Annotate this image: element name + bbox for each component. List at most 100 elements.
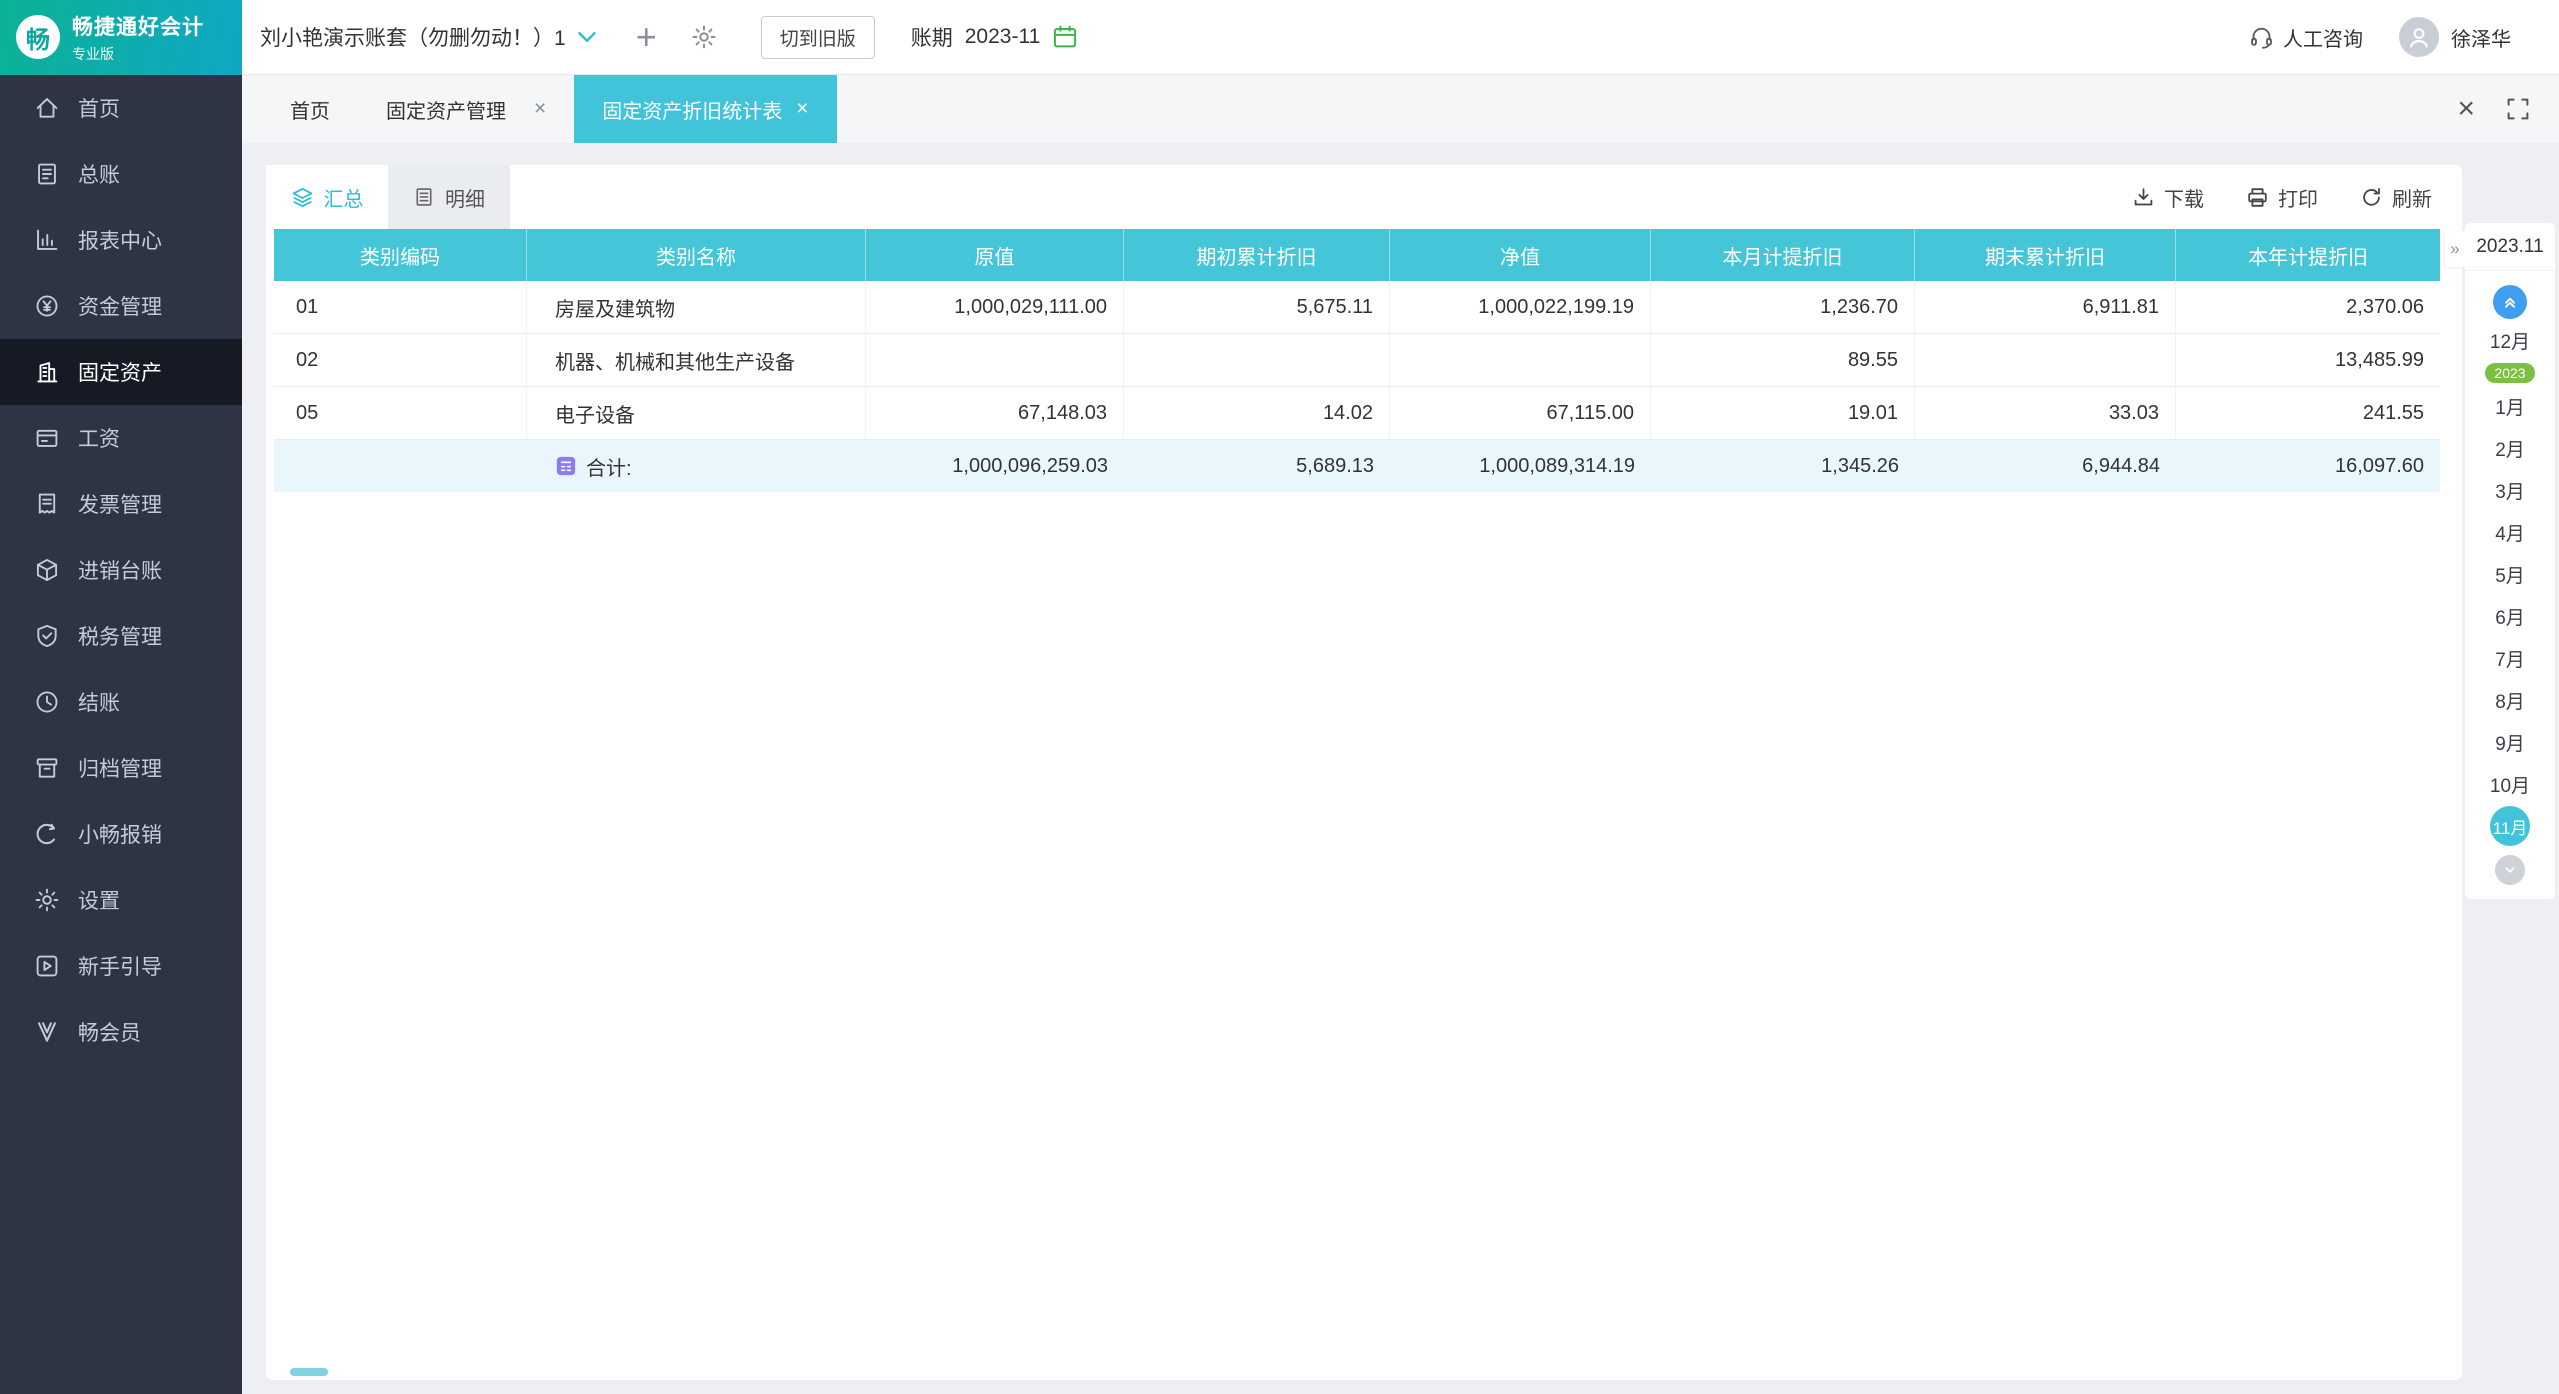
printer-icon [2248, 187, 2267, 207]
cell-value: 89.55 [1651, 334, 1915, 386]
settings-gear-button[interactable] [691, 24, 717, 50]
total-label-text: 合计: [586, 457, 632, 480]
print-button[interactable]: 打印 [2246, 183, 2318, 212]
sidebar-item-payroll[interactable]: 工资 [0, 405, 242, 471]
support-button[interactable]: 人工咨询 [2249, 23, 2363, 52]
refresh-button[interactable]: 刷新 [2360, 183, 2432, 212]
table-row[interactable]: 01 房屋及建筑物 1,000,029,111.00 5,675.11 1,00… [274, 281, 2440, 334]
clock-icon [36, 691, 58, 713]
sidebar-item-report-center[interactable]: 报表中心 [0, 207, 242, 273]
sidebar-item-home[interactable]: 首页 [0, 75, 242, 141]
cell-code: 01 [274, 281, 527, 333]
report-toolbar: 汇总 明细 下载 打印 [266, 165, 2462, 229]
main-area: 首页 固定资产管理 × 固定资产折旧统计表 × × [242, 75, 2559, 1394]
tab-fixed-asset-management[interactable]: 固定资产管理 × [358, 75, 574, 143]
period-selector[interactable]: 账期 2023-11 [911, 22, 1079, 52]
month-item[interactable]: 2月 [2495, 439, 2525, 461]
account-selector-label: 刘小艳演示账套（勿删勿动！）1 [260, 27, 566, 50]
close-icon[interactable]: × [796, 97, 809, 120]
document-lines-icon [416, 188, 432, 206]
view-tab-summary[interactable]: 汇总 [266, 165, 388, 229]
archive-box-icon [36, 758, 58, 778]
sidebar-item-tax[interactable]: 税务管理 [0, 603, 242, 669]
sidebar-item-funds[interactable]: 资金管理 [0, 273, 242, 339]
month-item-selected[interactable]: 11月 [2465, 805, 2555, 847]
topbar: 畅 畅捷通好会计 专业版 刘小艳演示账套（勿删勿动！）1 + 切到旧版 账期 2… [0, 0, 2559, 75]
table-row[interactable]: 05 电子设备 67,148.03 14.02 67,115.00 19.01 … [274, 387, 2440, 440]
month-item[interactable]: 1月 [2495, 397, 2525, 419]
cell-value: 2,370.06 [2346, 295, 2424, 318]
month-item[interactable]: 8月 [2495, 691, 2525, 713]
month-item[interactable]: 12月 [2489, 331, 2531, 353]
sidebar-item-member[interactable]: 畅会员 [0, 999, 242, 1065]
scroll-down-button[interactable] [2495, 855, 2525, 885]
content-area: 汇总 明细 下载 打印 [242, 143, 2559, 1394]
action-label: 打印 [2278, 188, 2318, 211]
sidebar-item-fixed-assets[interactable]: 固定资产 [0, 339, 242, 405]
cell-value: 6,911.81 [1915, 281, 2176, 333]
month-label: 11月 [2490, 806, 2530, 846]
account-selector[interactable]: 刘小艳演示账套（勿删勿动！）1 [260, 22, 596, 52]
app-edition: 专业版 [72, 45, 114, 62]
cell-total-value: 1,000,089,314.19 [1479, 454, 1635, 477]
cell-value [1390, 334, 1651, 386]
view-tab-label: 汇总 [323, 188, 364, 211]
cell-total-value: 1,000,096,259.03 [952, 454, 1108, 477]
calculator-icon [556, 456, 576, 476]
column-header: 本年计提折旧 [2248, 246, 2368, 269]
close-icon[interactable]: × [534, 97, 547, 120]
horizontal-scrollbar-thumb[interactable] [290, 1368, 328, 1376]
sidebar-item-label: 归档管理 [78, 758, 162, 781]
avatar[interactable] [2399, 17, 2439, 57]
column-header: 类别编码 [274, 229, 527, 281]
cell-total-label: 合计: [527, 440, 866, 492]
layers-icon [292, 187, 312, 207]
scroll-up-button[interactable] [2493, 285, 2527, 319]
cell-value: 33.03 [1915, 387, 2176, 439]
sidebar-item-purchase-sales[interactable]: 进销台账 [0, 537, 242, 603]
month-item[interactable]: 3月 [2495, 481, 2525, 503]
month-item[interactable]: 9月 [2495, 733, 2525, 755]
column-header: 期初累计折旧 [1124, 229, 1390, 281]
shield-icon [37, 624, 57, 648]
chevron-down-icon [577, 32, 596, 42]
cell-value: 14.02 [1124, 387, 1390, 439]
sidebar-item-invoice[interactable]: 发票管理 [0, 471, 242, 537]
sidebar-item-label: 新手引导 [78, 956, 162, 979]
cell-value: 67,115.00 [1390, 387, 1651, 439]
add-account-button[interactable]: + [635, 16, 657, 57]
month-item[interactable]: 4月 [2495, 523, 2525, 545]
view-tab-detail[interactable]: 明细 [388, 165, 510, 229]
fullscreen-icon[interactable] [2505, 96, 2531, 122]
tab-depreciation-report[interactable]: 固定资产折旧统计表 × [574, 75, 837, 143]
month-item[interactable]: 10月 [2489, 775, 2531, 797]
table-row[interactable]: 02 机器、机械和其他生产设备 89.55 13,485.99 [274, 334, 2440, 387]
sidebar-item-beginner-guide[interactable]: 新手引导 [0, 933, 242, 999]
month-item[interactable]: 6月 [2495, 607, 2525, 629]
column-header: 本月计提折旧 [1651, 229, 1915, 281]
username[interactable]: 徐泽华 [2451, 28, 2511, 51]
switch-old-version-button[interactable]: 切到旧版 [760, 15, 875, 59]
month-item[interactable]: 7月 [2495, 649, 2525, 671]
calendar-icon[interactable] [1052, 24, 1078, 50]
cell-value: 1,000,022,199.19 [1390, 281, 1651, 333]
sidebar-item-label: 报表中心 [78, 230, 162, 253]
bar-chart-icon [37, 229, 58, 250]
download-icon [2134, 187, 2153, 205]
close-all-tabs-button[interactable]: × [2457, 92, 2475, 125]
cell-name: 机器、机械和其他生产设备 [527, 334, 866, 386]
collapse-panel-button[interactable]: » [2445, 231, 2465, 267]
current-period: 2023.11 [2465, 223, 2555, 271]
tab-home[interactable]: 首页 [262, 75, 358, 143]
sidebar: 首页 总账 报表中心 资金管理 固定资产 工资 发票管理 进销台账 [0, 75, 242, 1394]
download-button[interactable]: 下载 [2132, 183, 2204, 212]
sidebar-item-label: 小畅报销 [78, 824, 162, 847]
sidebar-item-archive[interactable]: 归档管理 [0, 735, 242, 801]
sidebar-item-general-ledger[interactable]: 总账 [0, 141, 242, 207]
sidebar-item-settings[interactable]: 设置 [0, 867, 242, 933]
cell-value: 5,675.11 [1124, 281, 1390, 333]
month-item[interactable]: 5月 [2495, 565, 2525, 587]
gear-icon [35, 888, 59, 912]
sidebar-item-closing[interactable]: 结账 [0, 669, 242, 735]
sidebar-item-xiaochang-expense[interactable]: 小畅报销 [0, 801, 242, 867]
